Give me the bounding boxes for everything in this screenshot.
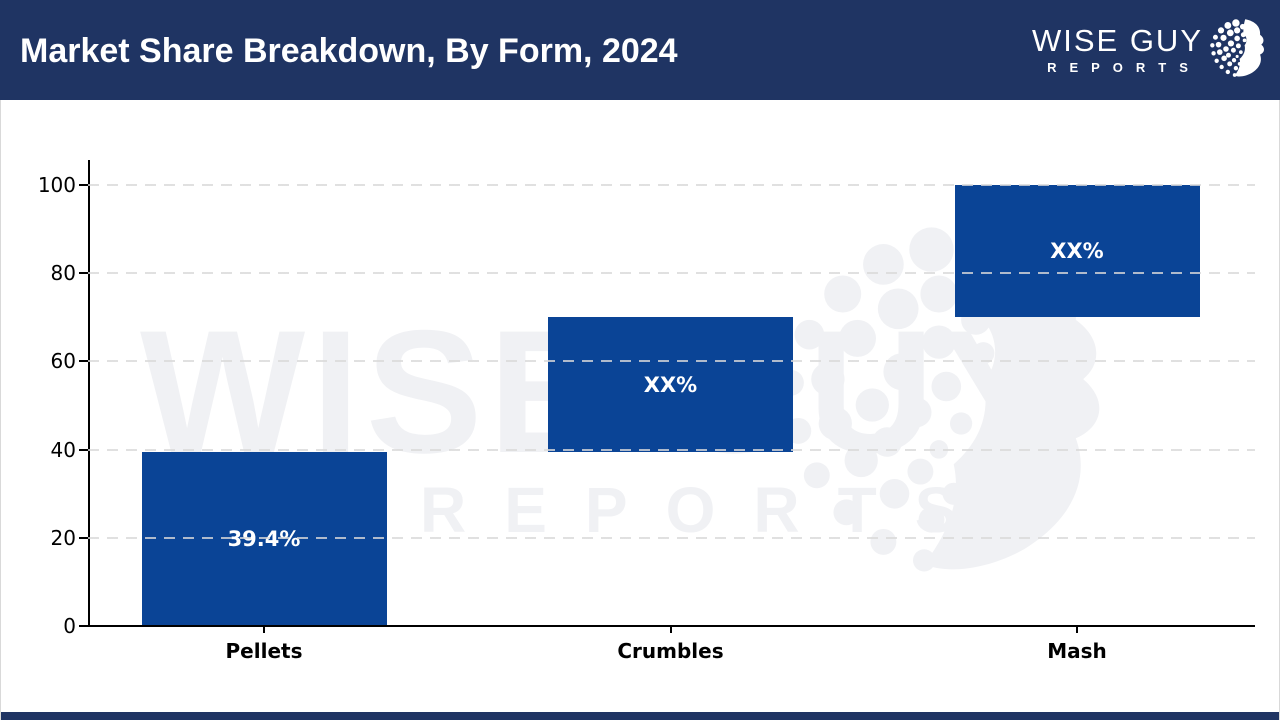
watermark-text-reports: REPORTS bbox=[420, 474, 995, 546]
y-tick-label: 20 bbox=[50, 525, 76, 550]
footer-bar bbox=[0, 712, 1280, 720]
bar-value-label: XX% bbox=[1050, 239, 1104, 264]
wise-guy-logo: WISE GUY REPORTS bbox=[1032, 10, 1270, 88]
y-tick-label: 0 bbox=[63, 614, 76, 638]
gridline bbox=[88, 360, 1255, 363]
page-border-left bbox=[0, 100, 1, 720]
gridline bbox=[88, 184, 1255, 186]
logo-text-reports: REPORTS bbox=[1047, 59, 1201, 75]
y-tick-mark bbox=[79, 536, 88, 539]
y-tick-label: 80 bbox=[50, 261, 76, 286]
y-axis-line bbox=[88, 160, 90, 627]
y-tick-label: 60 bbox=[50, 349, 76, 374]
bar-mash: XX% bbox=[954, 185, 1200, 318]
logo-text-wise-guy: WISE GUY bbox=[1031, 22, 1203, 58]
y-tick-mark bbox=[79, 448, 88, 451]
x-category-label: Pellets bbox=[225, 639, 303, 663]
bar-value-label: 39.4% bbox=[227, 527, 301, 552]
head-profile-icon bbox=[1208, 10, 1270, 88]
x-tick-mark bbox=[669, 627, 672, 633]
y-tick-mark bbox=[79, 360, 88, 363]
x-axis-line bbox=[88, 625, 1255, 627]
x-category-label: Mash bbox=[1047, 639, 1107, 663]
bar-value-label: XX% bbox=[643, 372, 698, 397]
y-tick-mark bbox=[79, 625, 88, 627]
x-category-label: Crumbles bbox=[617, 639, 724, 663]
logo-wordmark: WISE GUY REPORTS bbox=[1032, 25, 1203, 74]
bar-crumbles: XX% bbox=[548, 317, 793, 453]
y-tick-label: 40 bbox=[50, 437, 76, 462]
header-bar: Market Share Breakdown, By Form, 2024 WI… bbox=[0, 0, 1280, 100]
gridline bbox=[88, 448, 1255, 451]
chart-title: Market Share Breakdown, By Form, 2024 bbox=[20, 32, 678, 70]
chart-area: WISE GUY REPORTS 0 20 40 60 80 100 39.4% Pellet… bbox=[0, 100, 1280, 712]
gridline bbox=[88, 272, 1255, 275]
x-tick-mark bbox=[1076, 627, 1078, 633]
y-tick-mark bbox=[79, 272, 88, 275]
y-tick-label: 100 bbox=[37, 173, 76, 197]
x-tick-mark bbox=[263, 627, 265, 633]
y-tick-mark bbox=[79, 184, 88, 186]
gridline bbox=[88, 536, 1255, 539]
bar-pellets: 39.4% bbox=[141, 452, 387, 626]
